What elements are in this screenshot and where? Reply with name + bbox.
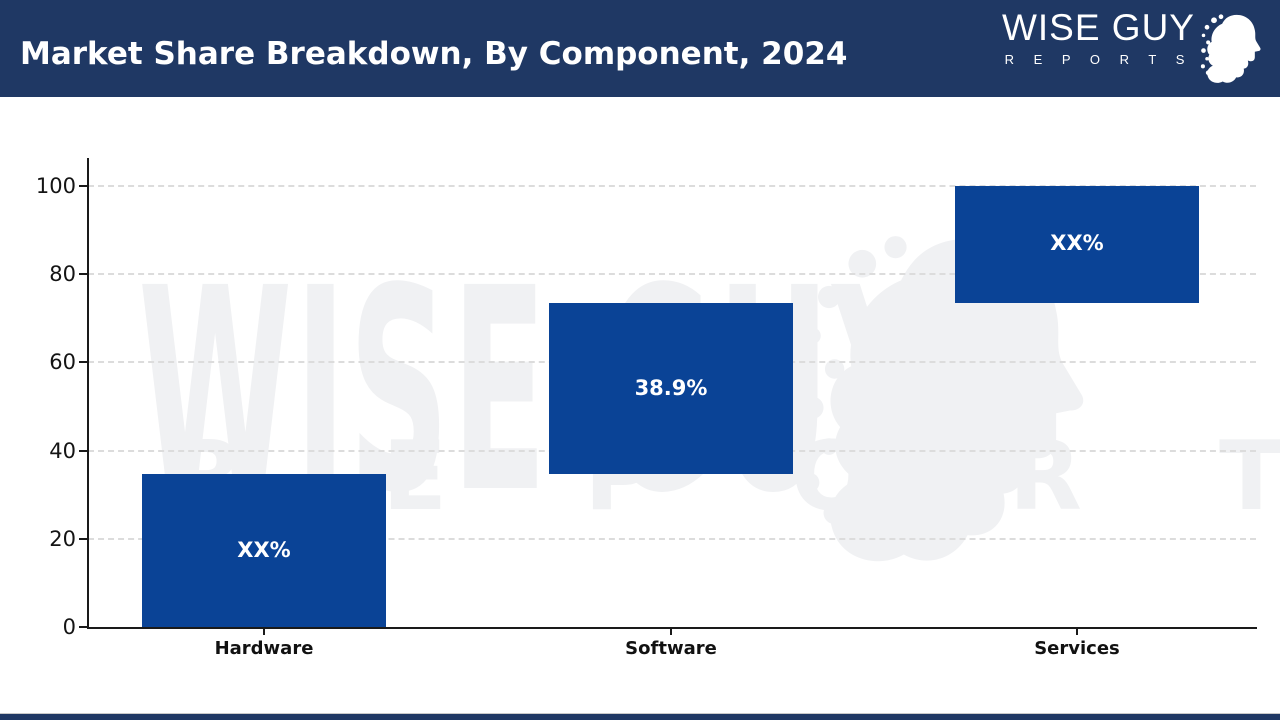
- bar-value-label: XX%: [237, 537, 291, 562]
- x-tick-mark: [1076, 627, 1078, 635]
- y-tick-mark: [79, 626, 88, 628]
- y-tick-label: 100: [35, 174, 76, 198]
- x-axis-label-hardware: Hardware: [214, 638, 314, 659]
- y-tick-label: 20: [49, 526, 76, 551]
- x-axis-line: [87, 627, 1257, 629]
- y-tick-mark: [79, 537, 88, 540]
- logo-wiseguy-label: WISE GUY: [1001, 7, 1195, 48]
- x-tick-mark: [670, 627, 672, 635]
- x-axis-label-services: Services: [1034, 638, 1120, 659]
- bar-value-label: 38.9%: [634, 375, 708, 400]
- footer-bar: [0, 713, 1280, 720]
- bar-software: 38.9%: [549, 302, 793, 475]
- y-axis-line: [87, 158, 89, 629]
- page-title: Market Share Breakdown, By Component, 20…: [20, 36, 848, 72]
- bar-hardware: XX%: [142, 474, 386, 627]
- y-tick-mark: [79, 273, 88, 276]
- logo-text-block: WISE GUY R E P O R T S: [1001, 7, 1195, 67]
- logo-reports-label: R E P O R T S: [1004, 51, 1193, 67]
- bar-value-label: XX%: [1050, 231, 1104, 256]
- x-tick-mark: [263, 627, 265, 635]
- chart-plot-area: 0 20 40 60 80 100 XX% Hardware 38.9% Software XX% S…: [0, 97, 1280, 714]
- y-tick-label: 40: [49, 438, 76, 463]
- y-tick-label: 0: [62, 615, 76, 639]
- gridline-20: [88, 537, 1256, 540]
- y-tick-mark: [79, 185, 88, 187]
- y-tick-label: 60: [49, 350, 76, 375]
- wise-guy-logo: WISE GUY R E P O R T S: [1001, 7, 1270, 92]
- bar-services: XX%: [955, 186, 1199, 303]
- header-bar: Market Share Breakdown, By Component, 20…: [0, 0, 1280, 97]
- logo-head-icon: [1200, 8, 1270, 92]
- y-tick-mark: [79, 361, 88, 364]
- gridline-100: [88, 185, 1256, 187]
- y-tick-mark: [79, 449, 88, 452]
- x-axis-label-software: Software: [625, 638, 717, 659]
- gridline-80: [88, 273, 1256, 276]
- y-tick-label: 80: [49, 262, 76, 287]
